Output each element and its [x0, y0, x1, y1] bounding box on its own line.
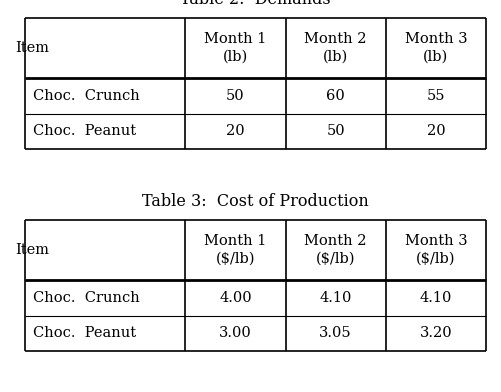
- Text: Choc.  Peanut: Choc. Peanut: [33, 326, 136, 340]
- Text: Month 1
($/lb): Month 1 ($/lb): [204, 234, 267, 265]
- Text: 50: 50: [226, 89, 245, 103]
- Text: Choc.  Crunch: Choc. Crunch: [33, 291, 139, 305]
- Text: 3.05: 3.05: [319, 326, 352, 340]
- Text: 50: 50: [326, 124, 345, 138]
- Text: 20: 20: [426, 124, 445, 138]
- Text: 20: 20: [226, 124, 245, 138]
- Text: 3.00: 3.00: [219, 326, 252, 340]
- Text: Choc.  Crunch: Choc. Crunch: [33, 89, 139, 103]
- Text: 60: 60: [326, 89, 345, 103]
- Text: Month 2
(lb): Month 2 (lb): [305, 33, 367, 64]
- Text: Item: Item: [16, 243, 50, 257]
- Text: Choc.  Peanut: Choc. Peanut: [33, 124, 136, 138]
- Text: Month 3
($/lb): Month 3 ($/lb): [404, 234, 467, 265]
- Text: Month 1
(lb): Month 1 (lb): [204, 33, 267, 64]
- Text: Item: Item: [16, 41, 50, 55]
- Text: Table 2:  Demands: Table 2: Demands: [180, 0, 331, 8]
- Text: 3.20: 3.20: [419, 326, 452, 340]
- Text: Month 2
($/lb): Month 2 ($/lb): [305, 234, 367, 265]
- Text: 4.10: 4.10: [320, 291, 352, 305]
- Text: Month 3
(lb): Month 3 (lb): [404, 33, 467, 64]
- Text: Table 3:  Cost of Production: Table 3: Cost of Production: [142, 193, 369, 210]
- Text: 4.10: 4.10: [420, 291, 452, 305]
- Text: 4.00: 4.00: [219, 291, 252, 305]
- Text: 55: 55: [427, 89, 445, 103]
